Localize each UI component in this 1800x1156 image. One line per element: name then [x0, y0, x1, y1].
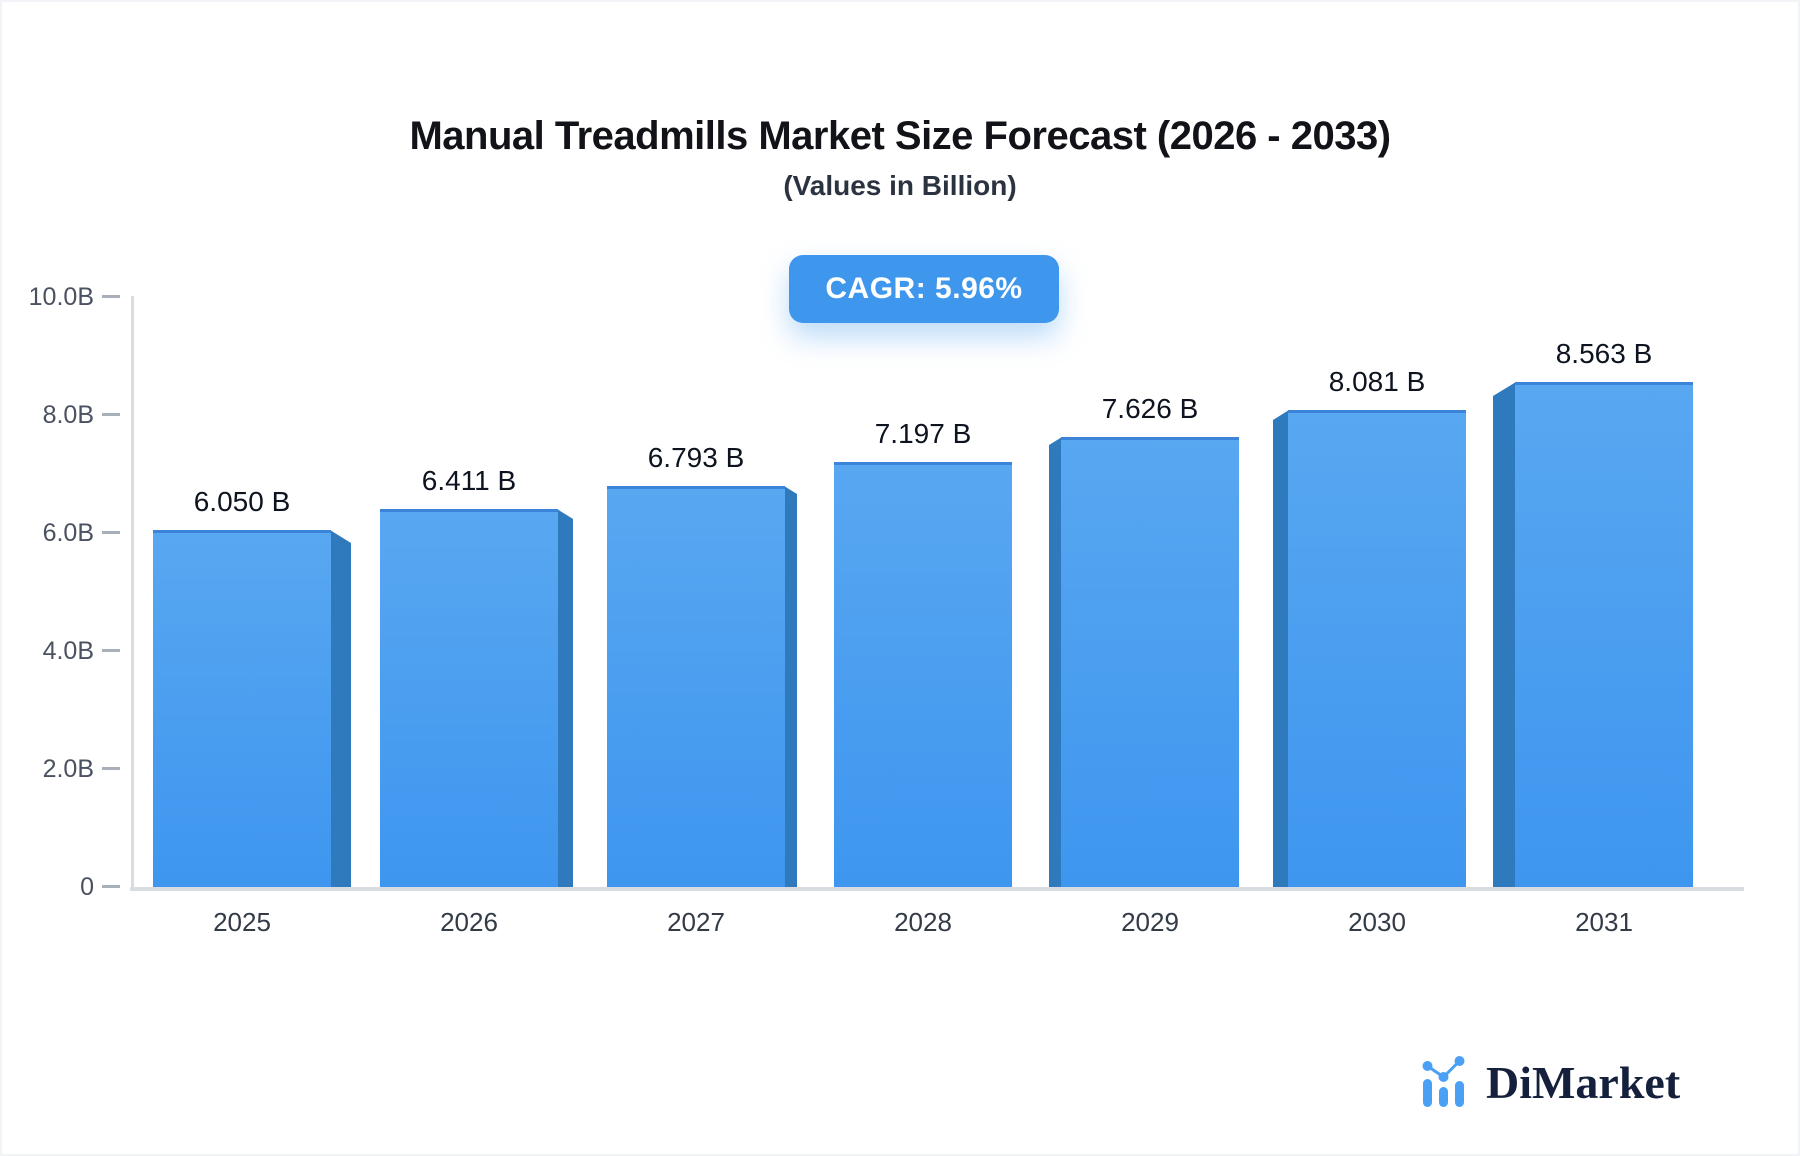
y-axis-tick [102, 531, 120, 534]
bar-2030[interactable] [1288, 410, 1466, 887]
chart-subtitle: (Values in Billion) [783, 170, 1017, 201]
bar-3d-side [330, 530, 351, 887]
x-axis-label: 2030 [1348, 907, 1406, 937]
cagr-badge-label: CAGR: 5.96% [825, 272, 1023, 305]
y-axis-label: 2.0B [42, 755, 94, 783]
bar-2026[interactable] [380, 509, 558, 887]
bar-value-label: 8.081 B [1328, 366, 1426, 397]
y-axis-line [131, 296, 134, 888]
bar-value-label: 7.626 B [1101, 393, 1199, 424]
y-axis-tick [102, 649, 120, 652]
y-axis-label: 4.0B [42, 637, 94, 665]
bar-3d-side [557, 509, 573, 887]
y-axis-tick [102, 767, 120, 770]
x-axis-label: 2025 [213, 907, 271, 937]
x-axis-line [130, 887, 1744, 891]
bar-value-label: 7.197 B [874, 418, 972, 449]
bar-value-label: 6.793 B [647, 442, 745, 473]
cagr-badge: CAGR: 5.96% [789, 255, 1059, 323]
y-axis-label: 6.0B [42, 519, 94, 547]
bar-3d-side [1273, 410, 1289, 887]
chart-title: Manual Treadmills Market Size Forecast (… [409, 114, 1391, 158]
x-axis-label: 2029 [1121, 907, 1179, 937]
x-axis-label: 2028 [894, 907, 952, 937]
logo-text: DiMarket [1486, 1056, 1681, 1108]
bar-2029[interactable] [1061, 437, 1239, 887]
y-axis-label: 10.0B [28, 283, 94, 311]
bar-2028[interactable] [834, 462, 1012, 887]
y-axis-tick [102, 295, 120, 298]
bar-2027[interactable] [607, 486, 785, 887]
x-axis-label: 2031 [1575, 907, 1633, 937]
y-axis-label: 0 [80, 873, 94, 901]
x-axis-label: 2026 [440, 907, 498, 937]
bar-3d-side [784, 486, 797, 887]
bar-value-label: 6.050 B [193, 486, 291, 517]
y-axis-label: 8.0B [42, 401, 94, 429]
dimarket-logo: DiMarket [1418, 1046, 1680, 1118]
bar-2025[interactable] [153, 530, 331, 887]
bar-2031[interactable] [1515, 382, 1693, 887]
bar-value-label: 6.411 B [421, 465, 517, 496]
y-axis-tick [102, 413, 120, 416]
y-axis-tick [102, 885, 120, 888]
bar-3d-side [1049, 437, 1062, 887]
bar-chart-logo-icon [1422, 1056, 1465, 1107]
x-axis-label: 2027 [667, 907, 725, 937]
bar-value-label: 8.563 B [1555, 338, 1653, 369]
bar-3d-side [1493, 382, 1516, 887]
